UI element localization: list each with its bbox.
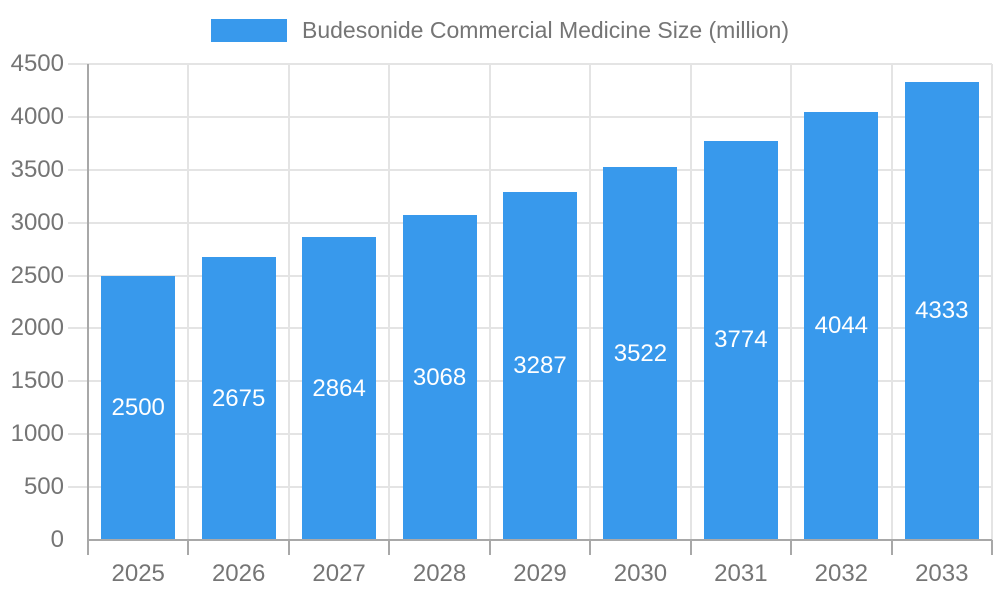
- bar: [703, 140, 778, 540]
- x-tick-label: 2033: [915, 560, 969, 587]
- x-tick-label: 2025: [111, 560, 165, 587]
- x-tick-label: 2032: [814, 560, 869, 587]
- y-tick-label: 0: [50, 526, 64, 553]
- bar: [201, 257, 276, 540]
- x-axis-tick: [488, 540, 491, 555]
- v-gridline: [388, 64, 391, 540]
- y-tick-label: 2000: [10, 314, 64, 342]
- y-tick-label: 4500: [10, 50, 64, 77]
- bar-value-label: 3774: [714, 326, 768, 354]
- bar: [101, 275, 176, 540]
- v-gridline: [689, 64, 692, 540]
- bar: [402, 215, 477, 540]
- chart-legend[interactable]: Budesonide Commercial Medicine Size (mil…: [0, 10, 1000, 50]
- x-tick-label: 2030: [613, 560, 668, 587]
- y-tick-label: 4000: [10, 102, 64, 130]
- bar-value-label: 2675: [211, 384, 266, 412]
- v-gridline: [890, 64, 893, 540]
- x-tick-label: 2028: [412, 560, 467, 587]
- h-gridline: [68, 115, 992, 118]
- x-tick-label: 2027: [312, 560, 366, 587]
- bar-value-label: 3068: [412, 363, 467, 391]
- y-tick-label: 3500: [10, 155, 64, 183]
- bar-value-label: 3522: [613, 339, 668, 367]
- bar: [603, 167, 678, 540]
- v-gridline: [790, 64, 793, 540]
- y-axis-line: [87, 64, 89, 555]
- v-gridline: [488, 64, 491, 540]
- x-axis-tick: [890, 540, 893, 555]
- x-axis-tick: [87, 540, 89, 555]
- bar-value-label: 2500: [111, 393, 165, 421]
- v-gridline: [589, 64, 592, 540]
- bar: [302, 237, 377, 540]
- h-gridline: [68, 63, 992, 65]
- bar-value-label: 2864: [312, 374, 366, 402]
- y-tick-label: 1500: [10, 367, 64, 395]
- x-axis-tick: [790, 540, 793, 555]
- x-tick-label: 2029: [513, 560, 567, 587]
- y-tick-label: 2500: [10, 261, 64, 289]
- x-tick-label: 2026: [211, 560, 266, 587]
- x-axis-tick: [187, 540, 190, 555]
- x-axis-line: [87, 539, 992, 541]
- x-axis-tick: [388, 540, 391, 555]
- bar: [503, 192, 577, 540]
- y-tick-label: 3000: [10, 208, 64, 236]
- y-tick-label: 1000: [10, 420, 64, 448]
- y-tick-label: 500: [23, 473, 64, 501]
- x-axis-tick: [689, 540, 692, 555]
- legend-swatch: [210, 18, 287, 42]
- v-gridline: [187, 64, 190, 540]
- x-axis-tick: [287, 540, 290, 555]
- bar-value-label: 4044: [814, 312, 869, 340]
- h-gridline: [68, 168, 992, 171]
- v-gridline: [287, 64, 290, 540]
- bar: [904, 81, 979, 540]
- x-axis-tick: [991, 540, 993, 555]
- v-gridline: [991, 64, 993, 540]
- x-tick-label: 2031: [714, 560, 768, 587]
- bar-value-label: 3287: [513, 352, 567, 380]
- bar-value-label: 4333: [915, 296, 969, 324]
- bar: [804, 112, 879, 540]
- x-axis-tick: [589, 540, 592, 555]
- legend-label: Budesonide Commercial Medicine Size (mil…: [301, 16, 790, 43]
